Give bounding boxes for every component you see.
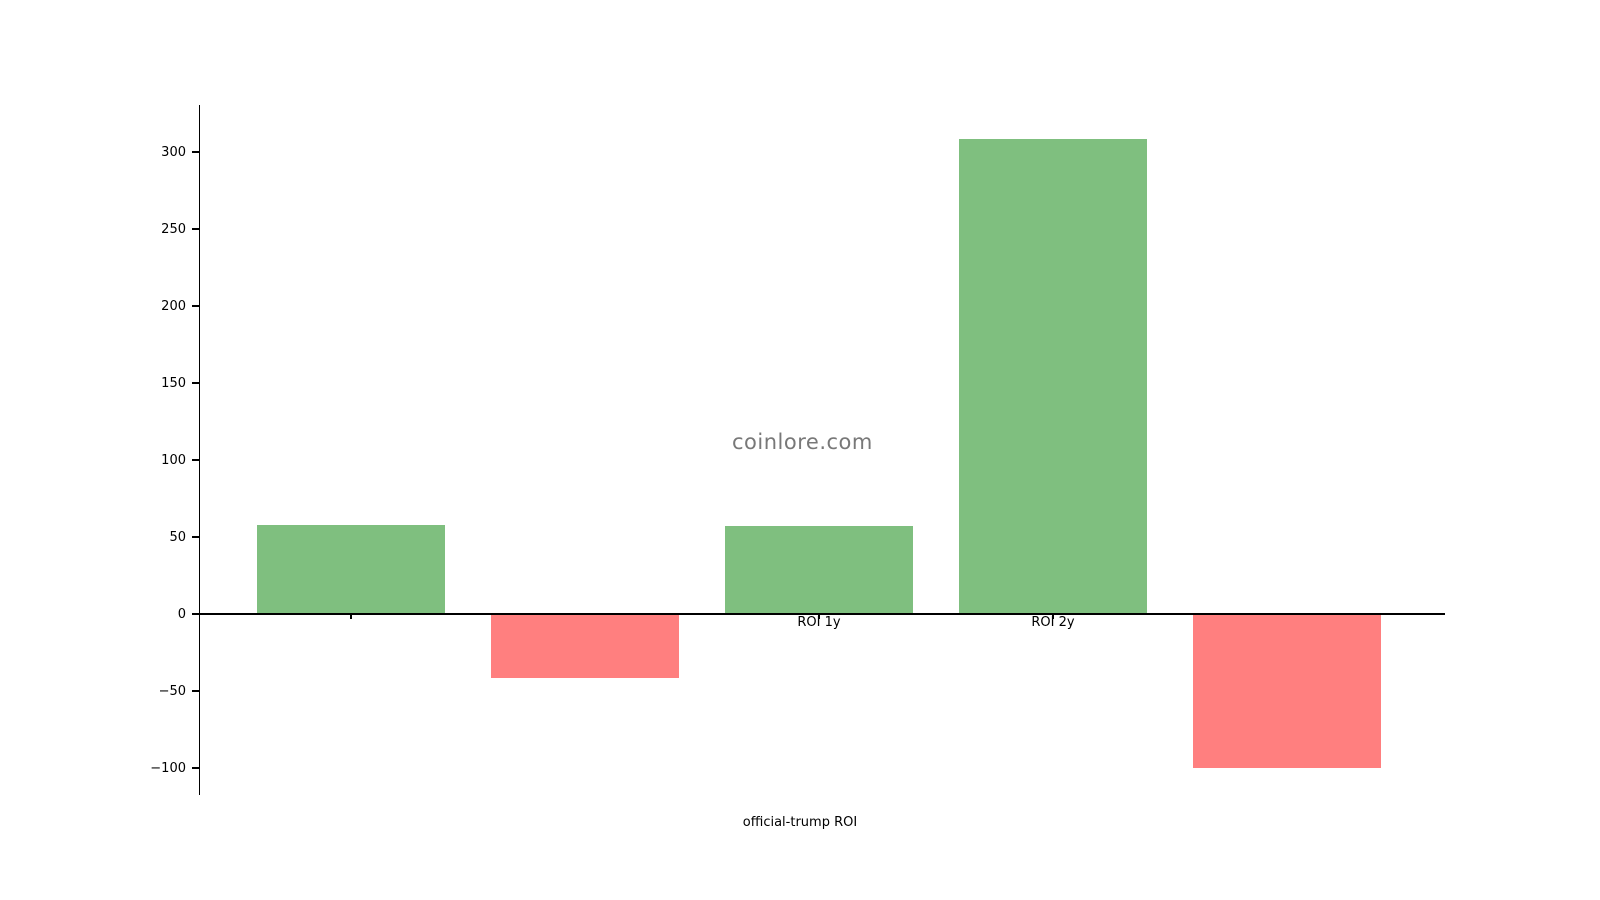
y-tick [192, 536, 199, 538]
y-tick-label: 0 [177, 606, 186, 622]
x-tick-label-roi-1y: ROI 1y [797, 615, 841, 630]
y-tick [192, 382, 199, 384]
y-tick-label: 200 [161, 298, 186, 314]
x-tick [350, 614, 352, 619]
y-tick-label: 100 [161, 452, 186, 468]
bar-roi-1y [725, 526, 913, 614]
y-tick [192, 690, 199, 692]
chart-title: official-trump ROI [742, 815, 858, 830]
bar-0 [257, 524, 445, 614]
coinlore-watermark: coinlore.com [732, 430, 873, 454]
y-tick [192, 305, 199, 307]
y-tick [192, 228, 199, 230]
y-tick-label: 50 [169, 529, 186, 545]
y-tick-label: −100 [150, 760, 186, 776]
y-tick [192, 767, 199, 769]
x-axis-zero-line [199, 613, 1445, 615]
x-tick [1052, 614, 1054, 619]
y-tick-label: 250 [161, 221, 186, 237]
y-tick [192, 613, 199, 615]
bar-4 [1193, 614, 1381, 768]
y-tick-label: −50 [158, 683, 186, 699]
y-axis-spine [199, 105, 201, 795]
bar-1 [491, 614, 679, 679]
y-tick [192, 151, 199, 153]
y-tick-label: 300 [161, 144, 186, 160]
x-tick-label-roi-2y: ROI 2y [1031, 615, 1075, 630]
bar-roi-2y [959, 139, 1147, 614]
x-tick [818, 614, 820, 619]
y-tick-label: 150 [161, 375, 186, 391]
y-tick [192, 459, 199, 461]
